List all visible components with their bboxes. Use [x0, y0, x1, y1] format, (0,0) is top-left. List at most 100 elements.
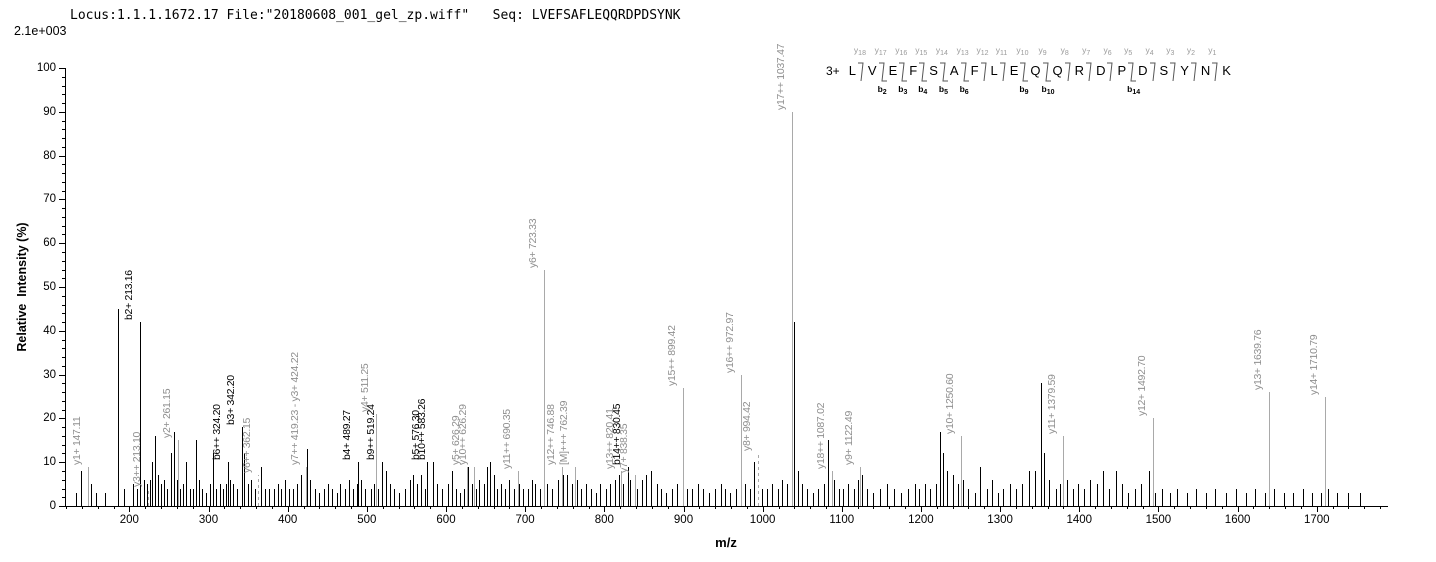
peak: [370, 488, 372, 506]
peak: [464, 488, 466, 506]
b-ion-label: b9: [1019, 84, 1029, 97]
x-axis-tick: [715, 506, 717, 509]
peak: [356, 484, 358, 506]
peak: [1255, 488, 1256, 506]
x-axis-tick: [556, 506, 558, 509]
y-axis-tick: [62, 260, 65, 262]
fragment-marker: y17 b2: [875, 46, 888, 97]
y-axis-tick: [59, 155, 65, 157]
peak: [540, 488, 542, 506]
fragment-marker: y1: [1208, 46, 1221, 86]
peak: [353, 488, 355, 506]
y-ion-label: y10: [1016, 45, 1029, 58]
peak: [494, 475, 496, 506]
fragment-marker: y3: [1166, 46, 1179, 86]
peak: [412, 475, 414, 506]
peak: [195, 440, 197, 506]
peak: [1274, 488, 1275, 506]
ion-peak-line: [634, 475, 636, 506]
peak: [958, 484, 960, 506]
peak: [794, 322, 796, 506]
peak: [930, 488, 932, 506]
fragment-marker: y9 b10: [1039, 46, 1055, 97]
peak: [590, 488, 592, 506]
peak: [216, 488, 218, 506]
y-axis-tick: [59, 506, 65, 507]
peak: [476, 488, 478, 506]
ion-peak-label: y17++ 1037.47: [775, 43, 788, 110]
peak: [91, 484, 93, 506]
y-axis-tick: [62, 120, 65, 122]
peak: [319, 492, 321, 506]
peak: [447, 484, 449, 506]
y-axis-tick: [59, 462, 65, 464]
header-line: Locus:1.1.1.1672.17 File:"20180608_001_g…: [70, 8, 681, 23]
y-ion-label: y15: [915, 45, 928, 58]
peak: [546, 484, 548, 506]
ion-peak-line: [574, 466, 576, 506]
ion-peak-line: [1269, 392, 1271, 506]
peak: [1320, 492, 1322, 506]
b-ion-label: b14: [1127, 84, 1141, 97]
x-axis-tick-label: 200: [119, 514, 139, 526]
y-axis-tick: [62, 278, 65, 280]
peak: [1072, 488, 1074, 506]
peak: [1245, 492, 1247, 506]
x-axis-tick: [1031, 506, 1033, 509]
y-axis-tick-label: 100: [36, 62, 56, 74]
peak: [577, 479, 579, 506]
x-axis-tick: [176, 506, 178, 509]
b-ion-label: b10: [1041, 84, 1055, 97]
y-axis-tick: [62, 427, 65, 429]
peak: [1009, 484, 1011, 506]
peak: [1348, 492, 1350, 506]
y-axis-tick-label: 50: [43, 281, 56, 293]
x-axis-tick: [493, 506, 495, 509]
peak: [206, 492, 208, 506]
peak: [1327, 488, 1329, 506]
x-axis-tick: [335, 506, 337, 509]
x-axis-tick: [746, 506, 748, 509]
peak: [460, 492, 462, 506]
header-gap: [469, 8, 492, 23]
residue: D: [1138, 63, 1148, 78]
residue: S: [1159, 63, 1169, 78]
peak: [213, 453, 215, 506]
ion-peak-label: y15++ 899.42: [666, 325, 678, 386]
peak: [437, 484, 439, 506]
peak: [404, 488, 406, 506]
peak: [301, 475, 303, 506]
cleavage-bracket-icon: [1212, 62, 1218, 82]
peak: [144, 479, 146, 506]
ion-peak-line: [961, 435, 962, 506]
peak: [618, 475, 620, 506]
ion-peak-label: y11++ 690.35: [500, 409, 513, 469]
x-axis-tick-label: 500: [357, 514, 377, 526]
cleavage-bracket-icon: [919, 62, 928, 82]
x-axis-tick: [66, 506, 67, 509]
peak: [1302, 488, 1304, 506]
y-ion-label: y4: [1145, 45, 1154, 58]
y-axis-tick: [62, 453, 65, 455]
y-ion-label: y2: [1186, 45, 1196, 58]
peak: [199, 479, 200, 506]
x-axis-tick: [477, 506, 479, 509]
peak: [919, 488, 921, 506]
ion-peak-line: [87, 466, 89, 506]
x-axis-tick-label: 400: [278, 514, 298, 526]
y-ion-label: y17: [874, 45, 887, 58]
b-ion-label: b6: [959, 84, 969, 97]
peak: [248, 484, 250, 506]
peak: [535, 484, 537, 506]
x-axis-tick: [461, 506, 463, 509]
x-axis-tick-label: 800: [594, 514, 614, 526]
x-axis-tick: [430, 506, 432, 509]
peak: [997, 492, 999, 506]
peak: [192, 488, 194, 506]
x-axis-tick: [667, 506, 669, 509]
fragment-marker: y4: [1146, 46, 1159, 86]
x-axis-tick: [1063, 506, 1065, 509]
ion-peak-label: y11+ 1379.59: [1046, 374, 1059, 434]
peak: [914, 484, 916, 506]
